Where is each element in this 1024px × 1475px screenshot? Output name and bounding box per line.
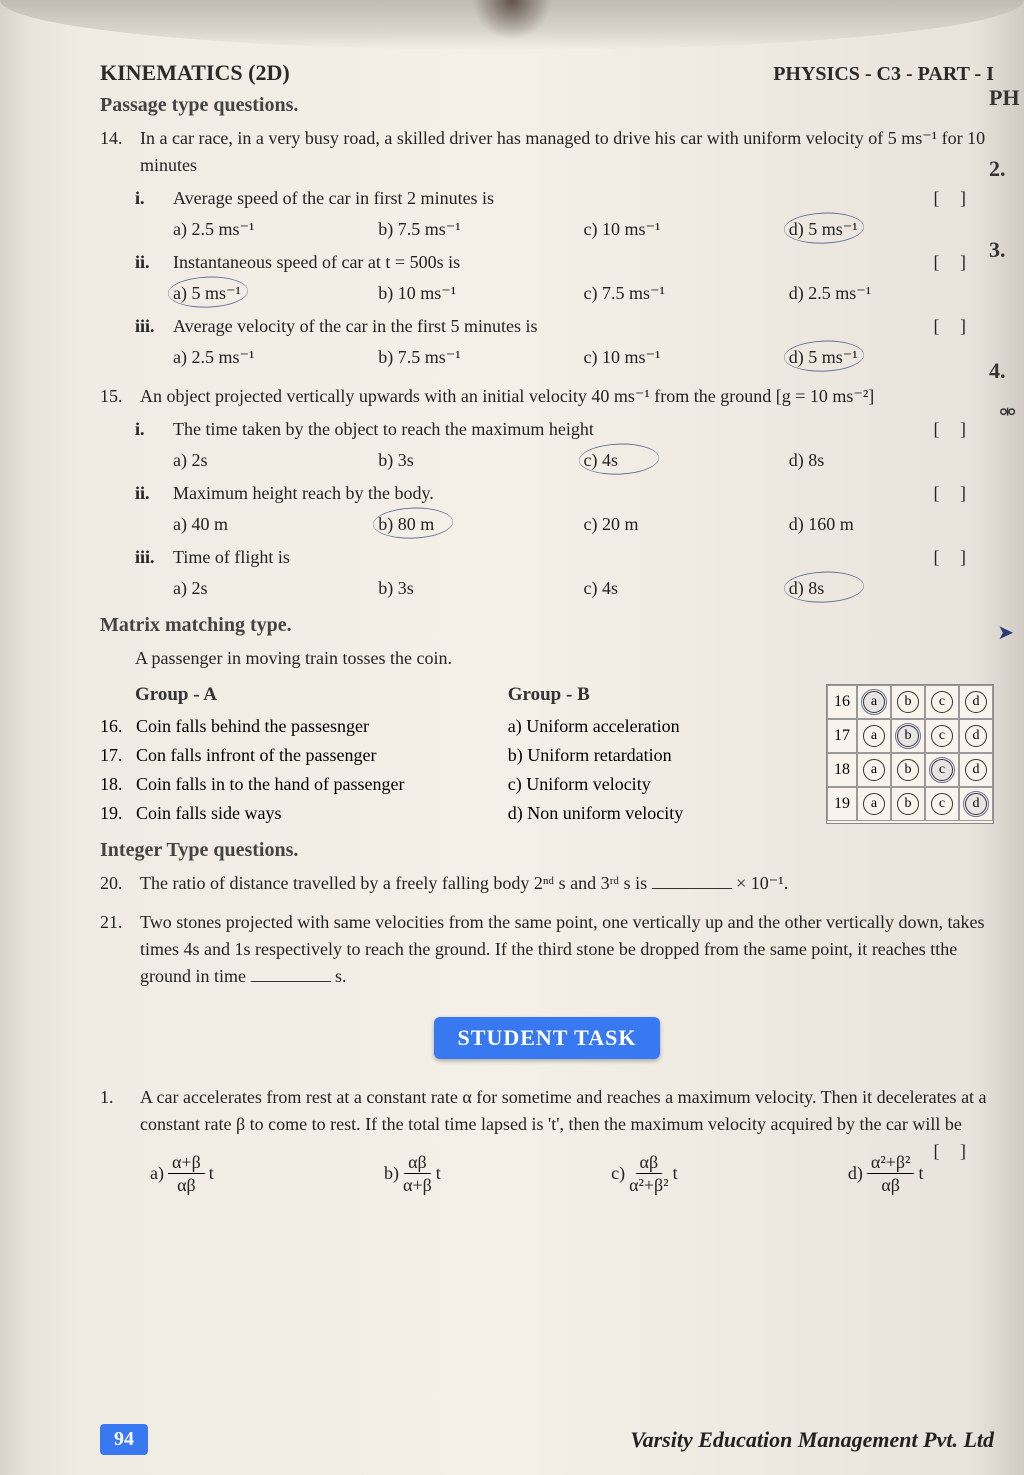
subject-label: PHYSICS - C3 - PART - I bbox=[773, 63, 994, 86]
grid-row-num: 16 bbox=[827, 685, 857, 719]
q14-num: 14. bbox=[100, 125, 130, 152]
task-question-1: 1. A car accelerates from rest at a cons… bbox=[100, 1084, 994, 1194]
answer-bubble: b bbox=[897, 725, 919, 747]
answer-bubble: b bbox=[897, 691, 919, 713]
task1-opt-d: d) α²+β²αβ t bbox=[848, 1153, 924, 1194]
grid-bubble-cell: c bbox=[925, 753, 959, 787]
grid-bubble-cell: b bbox=[891, 753, 925, 787]
page-number: 94 bbox=[100, 1424, 148, 1455]
section-integer: Integer Type questions. bbox=[100, 839, 994, 862]
grid-bubble-cell: b bbox=[891, 787, 925, 821]
answer-bubble: d bbox=[965, 691, 987, 713]
answer-bubble: c bbox=[931, 691, 953, 713]
side-arrow-mark: ➤ bbox=[997, 620, 1014, 645]
grid-bubble-cell: b bbox=[891, 719, 925, 753]
answer-bubble: b bbox=[897, 759, 919, 781]
answer-bubble: a bbox=[863, 725, 885, 747]
grid-bubble-cell: c bbox=[925, 719, 959, 753]
student-task-badge: STUDENT TASK bbox=[434, 1017, 661, 1059]
grid-bubble-cell: a bbox=[857, 685, 891, 719]
grid-bubble-cell: d bbox=[959, 753, 993, 787]
q14-sub-i: i. Average speed of the car in first 2 m… bbox=[135, 185, 994, 243]
q15-num: 15. bbox=[100, 383, 130, 410]
group-a-head: Group - A bbox=[135, 684, 488, 706]
answer-bubble: a bbox=[863, 793, 885, 815]
side-scribble: ⚮ bbox=[999, 400, 1016, 425]
q14-text: In a car race, in a very busy road, a sk… bbox=[140, 125, 994, 179]
blank-21 bbox=[251, 964, 331, 982]
q15-sub-ii: ii. Maximum height reach by the body.[ ]… bbox=[135, 480, 994, 538]
task1-opt-a: a) α+βαβ t bbox=[150, 1153, 214, 1194]
page-header: KINEMATICS (2D) PHYSICS - C3 - PART - I bbox=[100, 60, 994, 86]
matrix-intro: A passenger in moving train tosses the c… bbox=[135, 645, 994, 672]
grid-bubble-cell: d bbox=[959, 719, 993, 753]
q15-sub-iii: iii. Time of flight is[ ] a) 2s b) 3s c)… bbox=[135, 544, 994, 602]
grid-bubble-cell: c bbox=[925, 787, 959, 821]
grid-row-num: 18 bbox=[827, 753, 857, 787]
grid-row-num: 17 bbox=[827, 719, 857, 753]
q14-sub-iii: iii. Average velocity of the car in the … bbox=[135, 313, 994, 371]
grid-row-num: 19 bbox=[827, 787, 857, 821]
answer-bubble: b bbox=[897, 793, 919, 815]
page-footer: 94 Varsity Education Management Pvt. Ltd bbox=[100, 1424, 994, 1455]
answer-bubble: c bbox=[931, 759, 953, 781]
answer-bubble: c bbox=[931, 725, 953, 747]
chapter-title: KINEMATICS (2D) bbox=[100, 60, 290, 86]
grid-bubble-cell: a bbox=[857, 753, 891, 787]
answer-bubble: a bbox=[863, 759, 885, 781]
question-15: 15. An object projected vertically upwar… bbox=[100, 383, 994, 602]
grid-bubble-cell: d bbox=[959, 787, 993, 821]
answer-bubble: d bbox=[965, 759, 987, 781]
answer-bubble: d bbox=[965, 725, 987, 747]
answer-bubble: c bbox=[931, 793, 953, 815]
q15-sub-i: i. The time taken by the object to reach… bbox=[135, 416, 994, 474]
question-14: 14. In a car race, in a very busy road, … bbox=[100, 125, 994, 371]
group-b-head: Group - B bbox=[508, 684, 806, 706]
question-20: 20. The ratio of distance travelled by a… bbox=[100, 870, 994, 897]
grid-bubble-cell: a bbox=[857, 787, 891, 821]
blank-20 bbox=[652, 871, 732, 889]
bracket: [ ] bbox=[934, 185, 975, 212]
task1-opt-c: c) αβα²+β² t bbox=[611, 1153, 678, 1194]
section-passage: Passage type questions. bbox=[100, 94, 994, 117]
question-21: 21. Two stones projected with same veloc… bbox=[100, 909, 994, 990]
publisher-label: Varsity Education Management Pvt. Ltd bbox=[630, 1427, 994, 1453]
task1-opt-b: b) αβα+β t bbox=[384, 1153, 441, 1194]
answer-bubble: d bbox=[965, 793, 987, 815]
grid-bubble-cell: a bbox=[857, 719, 891, 753]
answer-grid: 16abcd17abcd18abcd19abcd bbox=[826, 684, 994, 824]
answer-bubble: a bbox=[863, 691, 885, 713]
q15-text: An object projected vertically upwards w… bbox=[140, 383, 994, 410]
section-matrix: Matrix matching type. bbox=[100, 614, 994, 637]
q14-sub-ii: ii. Instantaneous speed of car at t = 50… bbox=[135, 249, 994, 307]
grid-bubble-cell: d bbox=[959, 685, 993, 719]
grid-bubble-cell: b bbox=[891, 685, 925, 719]
matrix-matching-block: Group - A 16.Coin falls behind the passe… bbox=[100, 684, 994, 824]
grid-bubble-cell: c bbox=[925, 685, 959, 719]
